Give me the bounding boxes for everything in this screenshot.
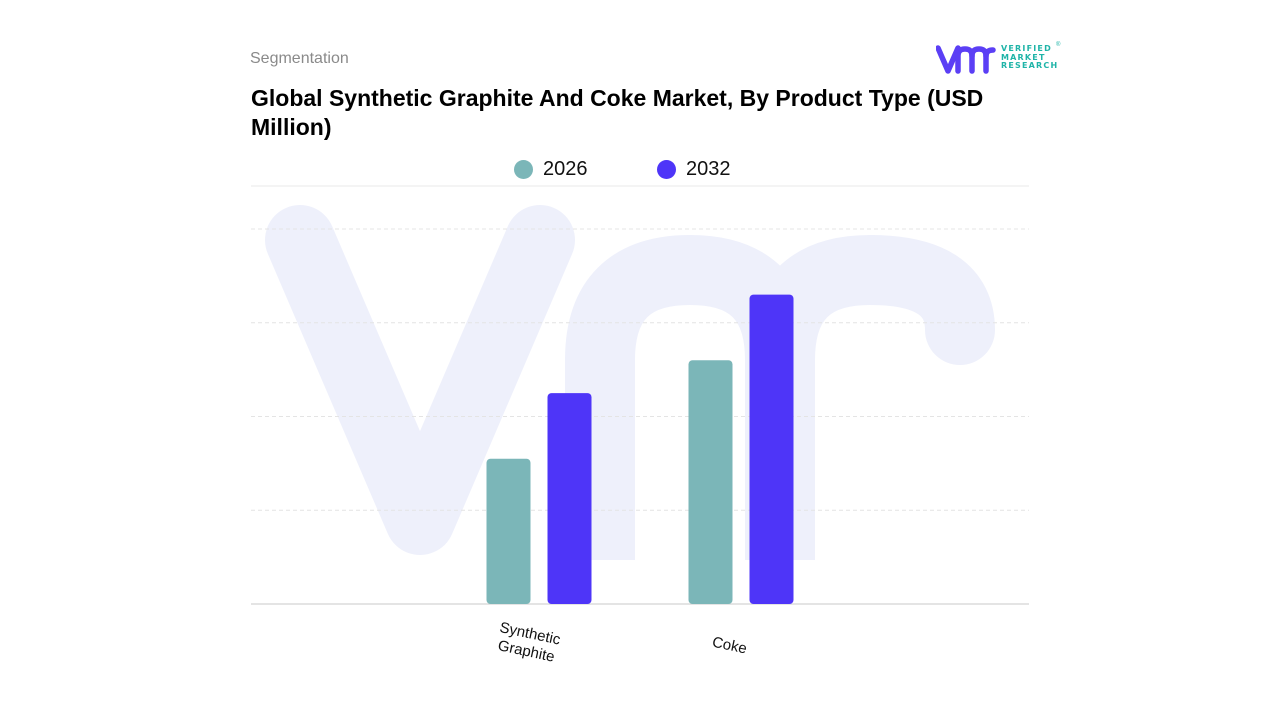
watermark-m-right (745, 234, 995, 395)
watermark-v-shape (265, 205, 575, 555)
bar-layer (486, 294, 794, 604)
bar-coke-2032 (749, 294, 794, 604)
chart-title: Global Synthetic Graphite And Coke Marke… (251, 85, 984, 140)
logo-line-3: RESEARCH (1001, 61, 1059, 70)
brand-logo: VERIFIED MARKET RESEARCH ® (935, 42, 1066, 76)
vmr-logo-mark-icon (935, 45, 996, 74)
registered-mark: ® (1056, 42, 1061, 48)
legend-item-2026: 2026 (514, 158, 588, 181)
section-label: Segmentation (250, 50, 349, 67)
legend-item-2032: 2032 (657, 158, 731, 181)
category-label-line: Coke (711, 634, 749, 658)
legend-swatch-2032 (657, 160, 676, 179)
legend-swatch-2026 (514, 160, 533, 179)
category-label-coke: Coke (711, 634, 749, 658)
bar-synthetic-graphite-2032 (547, 393, 592, 604)
legend-label-2026: 2026 (543, 158, 588, 180)
bar-coke-2026 (688, 360, 733, 604)
vmr-watermark (265, 205, 995, 560)
grid-layer (251, 185, 1029, 605)
chart-legend: 2026 2032 (512, 158, 772, 184)
bar-synthetic-graphite-2026 (486, 458, 531, 604)
logo-line-2: MARKET (1001, 52, 1046, 62)
category-label-synthetic-graphite: SyntheticGraphite (494, 619, 562, 666)
legend-label-2032: 2032 (686, 158, 731, 180)
logo-wordmark: VERIFIED MARKET RESEARCH (1001, 44, 1059, 71)
category-label-layer: SyntheticGraphite Coke (494, 619, 749, 666)
logo-line-1: VERIFIED (1001, 44, 1052, 53)
